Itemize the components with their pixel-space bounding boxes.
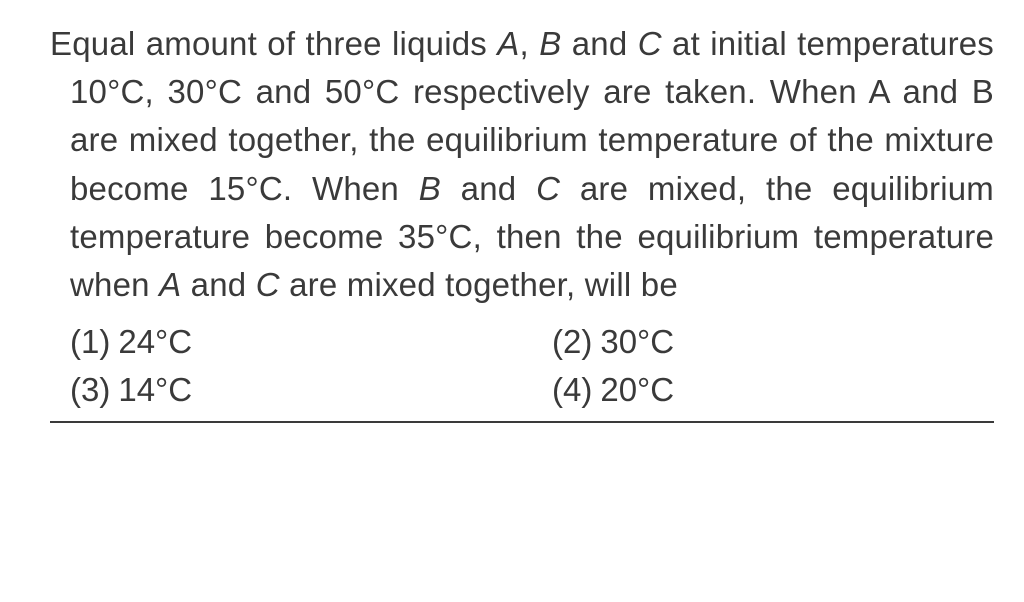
- option-1[interactable]: (1) 24°C: [70, 323, 512, 361]
- var-a: A: [497, 25, 519, 62]
- var-b: B: [539, 25, 561, 62]
- var-c3: C: [256, 266, 280, 303]
- text-fragment: ,: [520, 25, 540, 62]
- horizontal-rule: [50, 421, 994, 423]
- option-4[interactable]: (4) 20°C: [552, 371, 994, 409]
- text-fragment: Equal amount of three liquids: [50, 25, 497, 62]
- question-text: Equal amount of three liquids A, B and C…: [50, 20, 994, 309]
- option-text: 14°C: [118, 371, 192, 409]
- text-fragment: and: [181, 266, 255, 303]
- text-fragment: are mixed together, will be: [280, 266, 678, 303]
- text-fragment: and: [441, 170, 536, 207]
- var-c2: C: [536, 170, 560, 207]
- options-grid: (1) 24°C (2) 30°C (3) 14°C (4) 20°C: [50, 323, 994, 409]
- option-3[interactable]: (3) 14°C: [70, 371, 512, 409]
- var-b2: B: [419, 170, 441, 207]
- option-text: 20°C: [600, 371, 674, 409]
- option-text: 24°C: [118, 323, 192, 361]
- option-number: (3): [70, 371, 110, 409]
- option-number: (4): [552, 371, 592, 409]
- option-number: (2): [552, 323, 592, 361]
- text-fragment: and: [561, 25, 637, 62]
- page: Equal amount of three liquids A, B and C…: [0, 0, 1024, 602]
- var-c: C: [638, 25, 662, 62]
- var-a2: A: [159, 266, 181, 303]
- option-2[interactable]: (2) 30°C: [552, 323, 994, 361]
- option-number: (1): [70, 323, 110, 361]
- option-text: 30°C: [600, 323, 674, 361]
